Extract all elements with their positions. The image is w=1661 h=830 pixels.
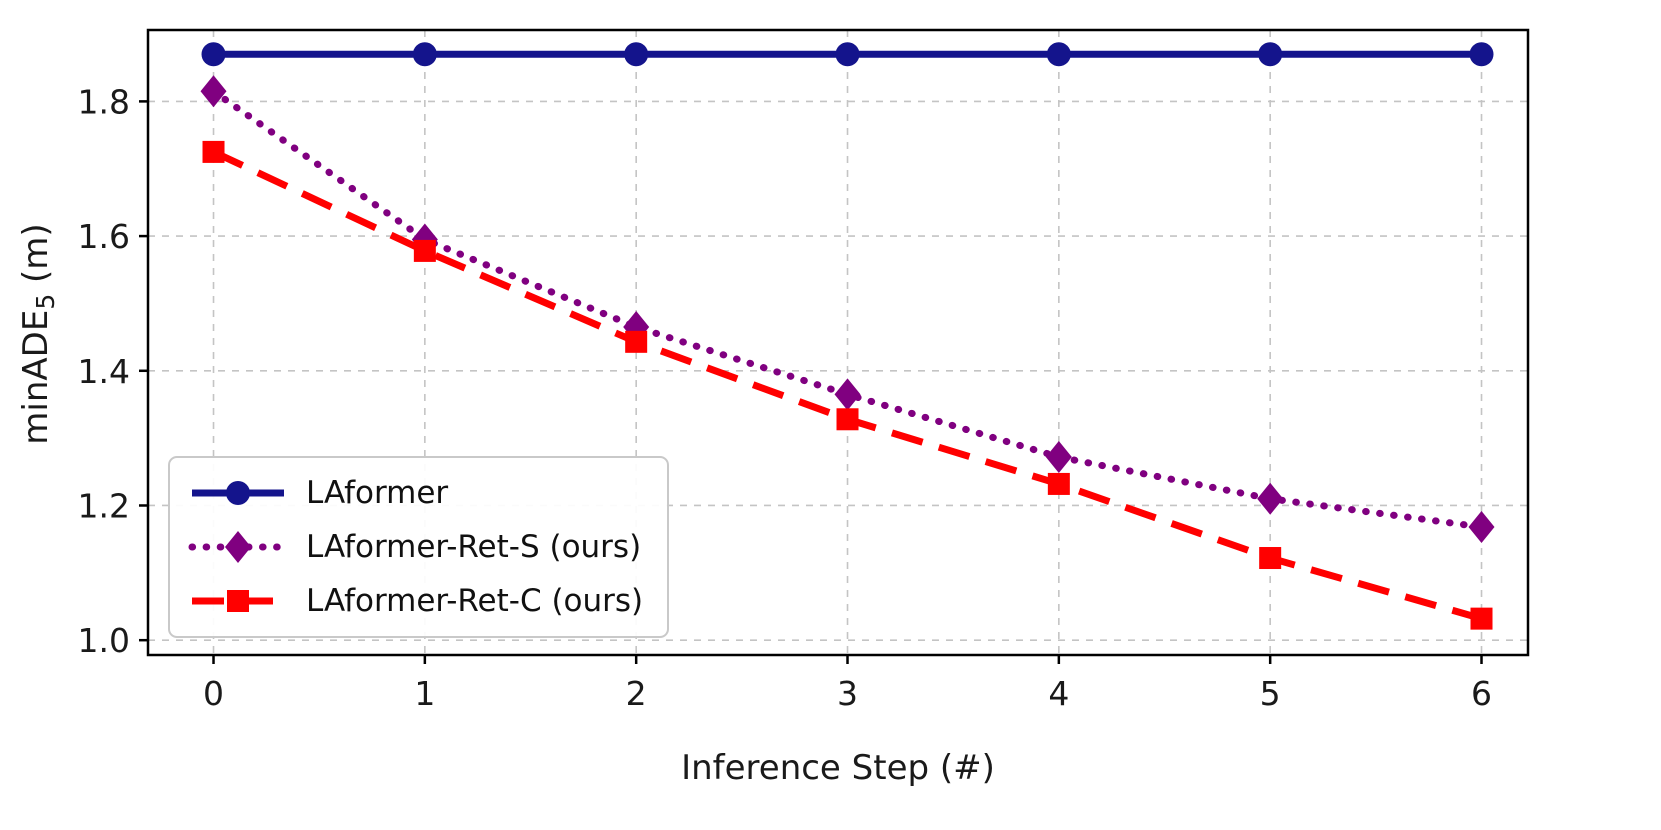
y-axis-label: minADE5 (m) — [16, 184, 60, 484]
svg-text:1.8: 1.8 — [78, 82, 130, 121]
svg-text:1.6: 1.6 — [78, 217, 130, 256]
y-axis-label-unit: (m) — [16, 223, 56, 294]
svg-text:6: 6 — [1471, 674, 1492, 713]
svg-text:1: 1 — [414, 674, 435, 713]
legend-item: LAformer-Ret-S (ours) — [188, 528, 643, 566]
legend-line-circle-marker-icon — [192, 481, 284, 505]
svg-text:2: 2 — [626, 674, 647, 713]
legend-label: LAformer — [306, 475, 449, 511]
svg-text:0: 0 — [203, 674, 224, 713]
legend-line-square-marker-icon — [192, 590, 284, 612]
legend-item: LAformer-Ret-C (ours) — [188, 582, 643, 620]
svg-text:3: 3 — [837, 674, 858, 713]
legend-item: LAformer — [188, 474, 643, 512]
svg-text:1.2: 1.2 — [78, 486, 130, 525]
svg-text:5: 5 — [1260, 674, 1281, 713]
y-axis-label-subscript: 5 — [31, 293, 60, 310]
legend-label: LAformer-Ret-C (ours) — [306, 583, 644, 619]
svg-text:1.4: 1.4 — [78, 352, 130, 391]
y-axis-label-main: minADE — [16, 309, 56, 445]
svg-text:4: 4 — [1048, 674, 1069, 713]
legend-label: LAformer-Ret-S (ours) — [306, 529, 642, 565]
legend: LAformer LAformer-Ret-S (ours) LAformer-… — [168, 456, 670, 638]
svg-text:1.0: 1.0 — [78, 621, 130, 660]
x-axis-label: Inference Step (#) — [681, 748, 995, 788]
legend-line-diamond-marker-icon — [188, 531, 288, 563]
